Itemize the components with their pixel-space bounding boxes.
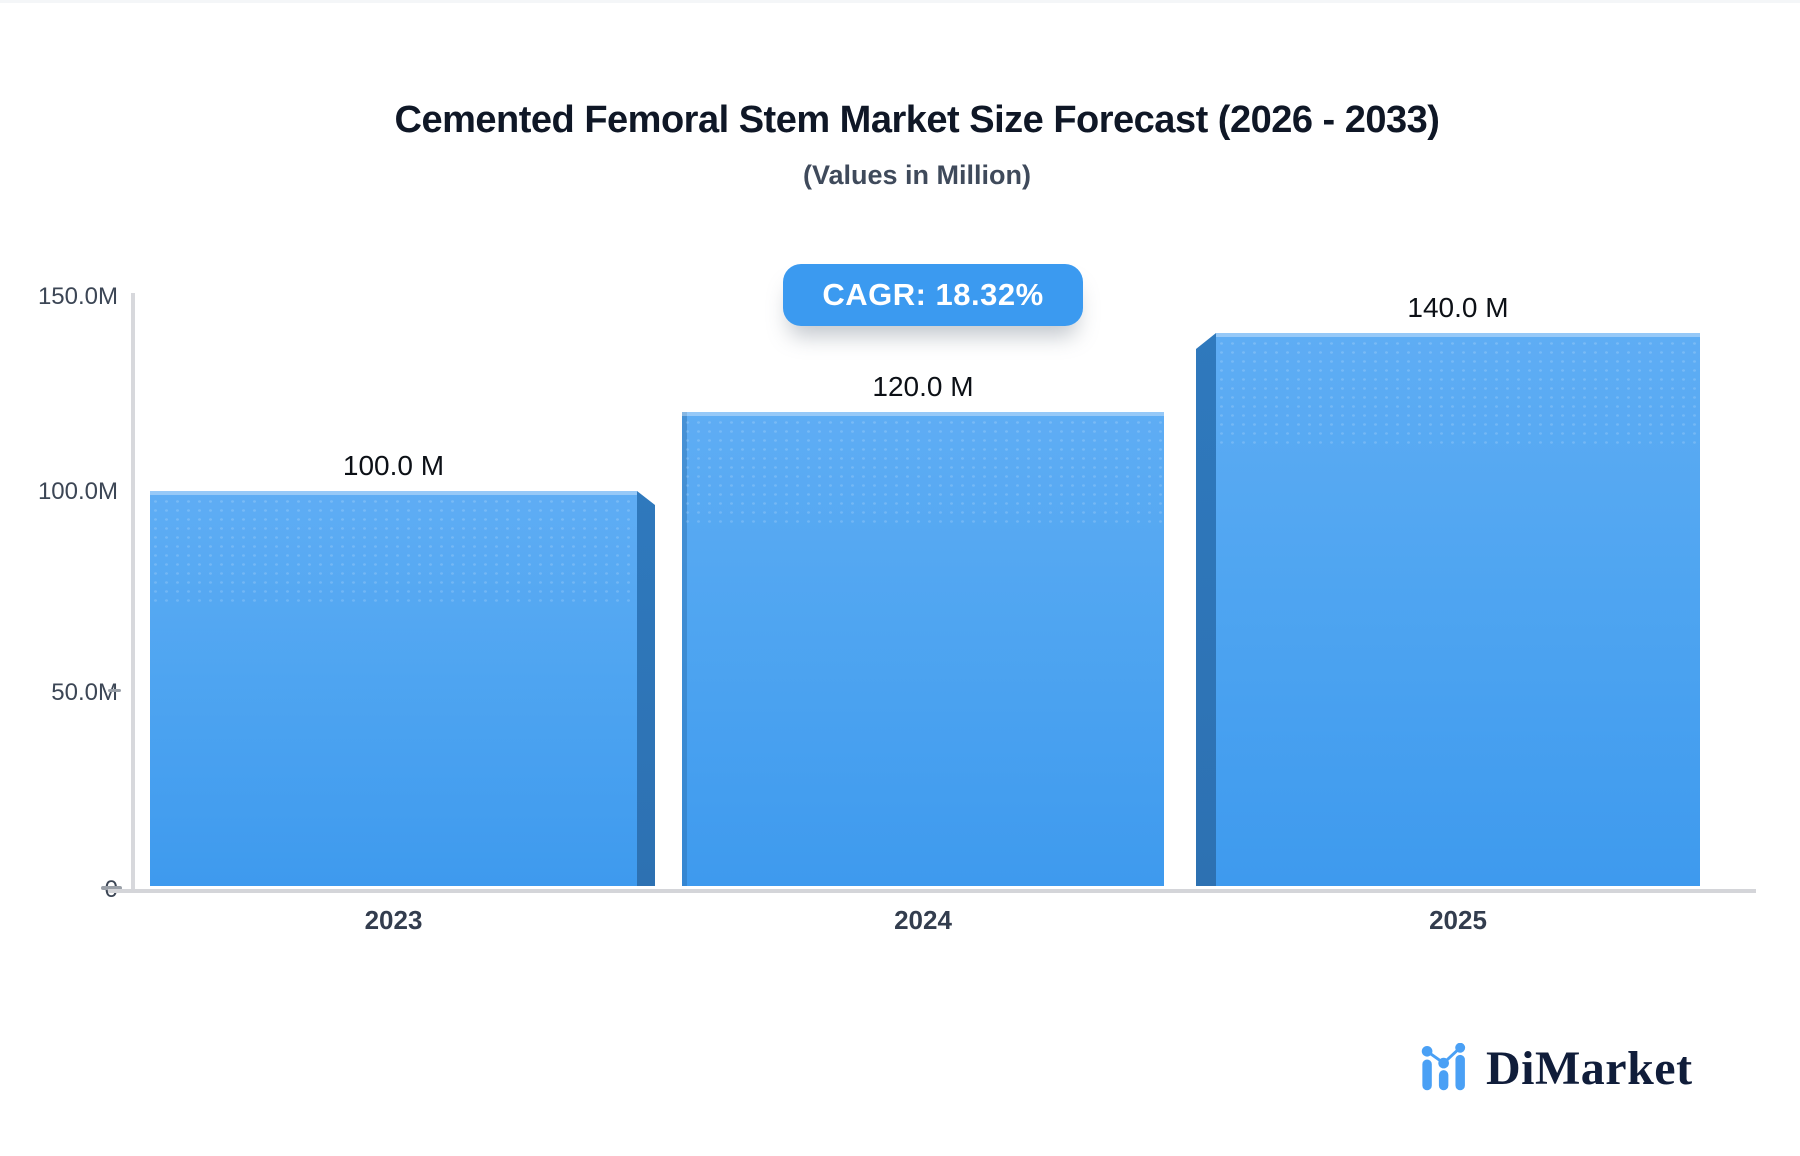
chart-title: Cemented Femoral Stem Market Size Foreca…	[394, 99, 1440, 141]
dimarket-bar-chart-icon	[1421, 1042, 1466, 1090]
cagr-badge: CAGR: 18.32%	[783, 264, 1083, 326]
bar-2023-side-face	[637, 491, 655, 886]
bar-2023: 100.0 M	[150, 450, 637, 886]
y-tick-50: 50.0M	[51, 679, 118, 706]
y-tick-mark-50	[108, 689, 121, 692]
brand-name: DiMarket	[1486, 1042, 1693, 1095]
x-axis-line	[108, 889, 1756, 893]
y-axis-line	[131, 293, 135, 892]
bar-2024: 120.0 M	[682, 371, 1164, 886]
brand-logo: DiMarket	[1420, 1041, 1693, 1096]
x-label-2023: 2023	[364, 905, 423, 935]
x-label-2025: 2025	[1429, 905, 1487, 935]
bar-2024-face	[682, 412, 1164, 886]
bar-2025-face	[1216, 333, 1700, 886]
chart-header: Cemented Femoral Stem Market Size Foreca…	[17, 99, 1800, 191]
bar-2023-face	[150, 491, 637, 886]
bar-2025: 140.0 M	[1216, 292, 1700, 886]
bar-2025-side-face	[1196, 333, 1216, 886]
y-tick-100: 100.0M	[37, 478, 118, 505]
bar-2024-value-label: 120.0 M	[872, 371, 974, 402]
bar-2023-value-label: 100.0 M	[342, 450, 445, 481]
y-tick-0: 0	[0, 876, 118, 904]
x-label-2024: 2024	[894, 905, 952, 935]
y-tick-150: 150.0M	[37, 283, 118, 310]
bar-2025-value-label: 140.0 M	[1407, 292, 1509, 323]
y-tick-mark-0	[101, 886, 122, 890]
chart-subtitle: (Values in Million)	[802, 160, 1032, 190]
